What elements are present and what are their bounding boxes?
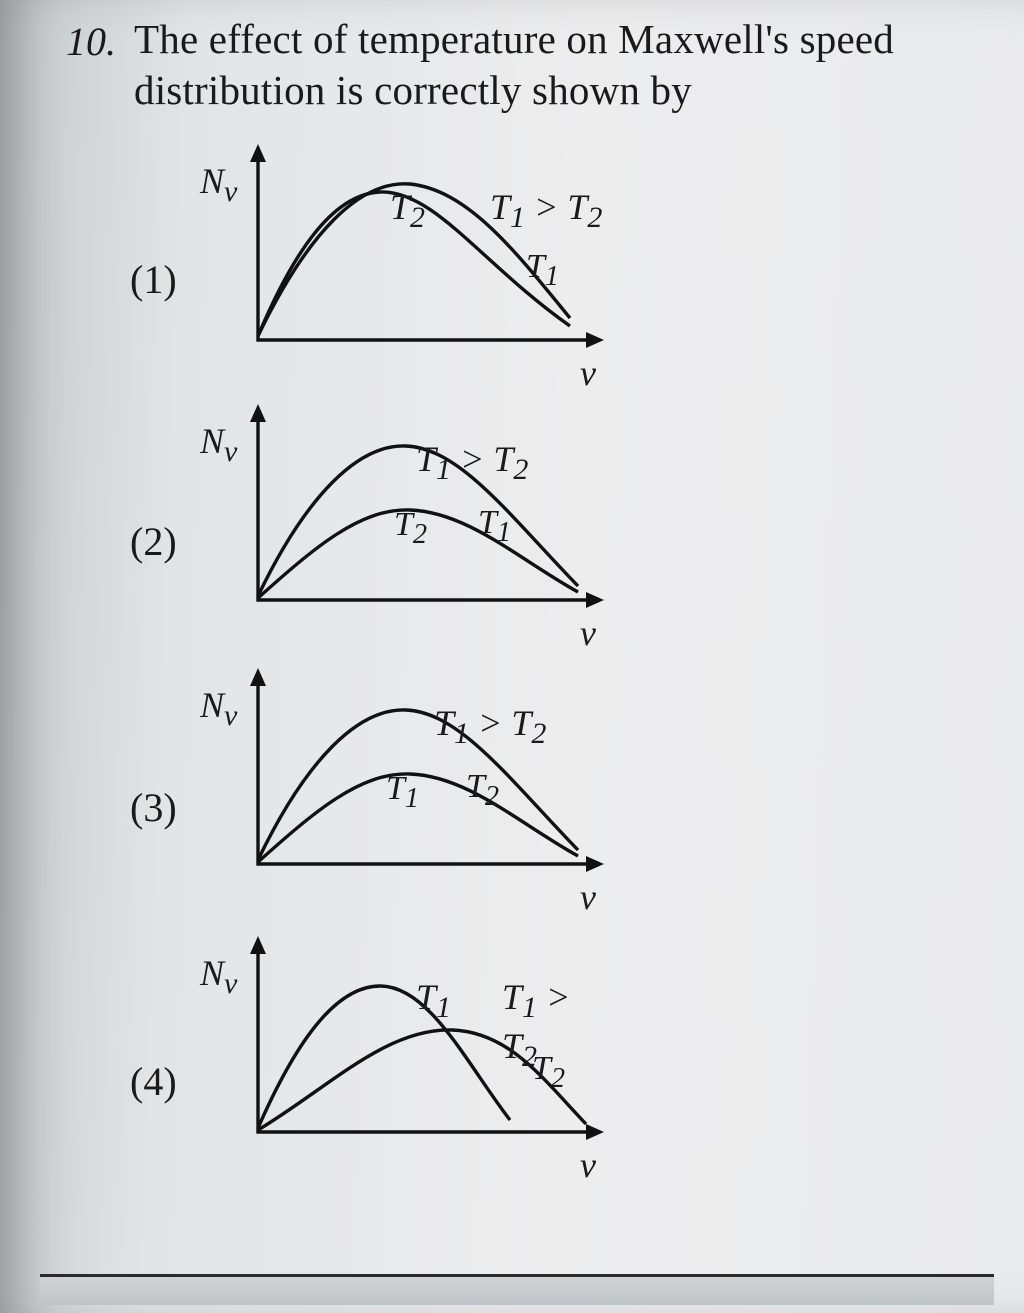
option-label-3: (3) [130, 784, 177, 831]
y-axis-label: Nv [200, 160, 237, 209]
x-axis-label: v [580, 612, 596, 654]
question-number: 10. [66, 18, 116, 65]
condition-label: T1 > T2 [490, 186, 602, 235]
curve-label: T1 [386, 770, 419, 815]
graph-1: NvvT1 > T2T2T1 [210, 140, 610, 376]
graph-3: NvvT1 > T2T2T1 [210, 664, 610, 900]
question-text: The effect of temperature on Maxwell's s… [134, 14, 954, 117]
option-label-2: (2) [130, 518, 177, 565]
page: 10. The effect of temperature on Maxwell… [0, 0, 1024, 1313]
x-axis-label: v [580, 1144, 596, 1186]
x-axis-label: v [580, 876, 596, 918]
option-label-1: (1) [130, 256, 177, 303]
y-axis-label: Nv [200, 952, 237, 1001]
curve-label: T2 [532, 1050, 565, 1095]
curve-label: T1 [478, 504, 511, 549]
condition-label: T1 > T2 [434, 702, 546, 751]
curve-top-label: T2 [390, 186, 425, 235]
curve-top-label: T1 [416, 976, 451, 1025]
y-axis-label: Nv [200, 684, 237, 733]
option-label-4: (4) [130, 1058, 177, 1105]
curve-label: T2 [394, 506, 427, 551]
graph-2: NvvT1 > T2T1T2 [210, 400, 610, 636]
condition-label: T1 > T2 [416, 438, 528, 487]
graph-4: NvvT1 > T2T1T2 [210, 932, 610, 1168]
curve-label: T1 [526, 248, 559, 293]
curve-label: T2 [466, 768, 499, 813]
x-axis-label: v [580, 352, 596, 394]
y-axis-label: Nv [200, 420, 237, 469]
page-footer-rule [40, 1274, 994, 1305]
